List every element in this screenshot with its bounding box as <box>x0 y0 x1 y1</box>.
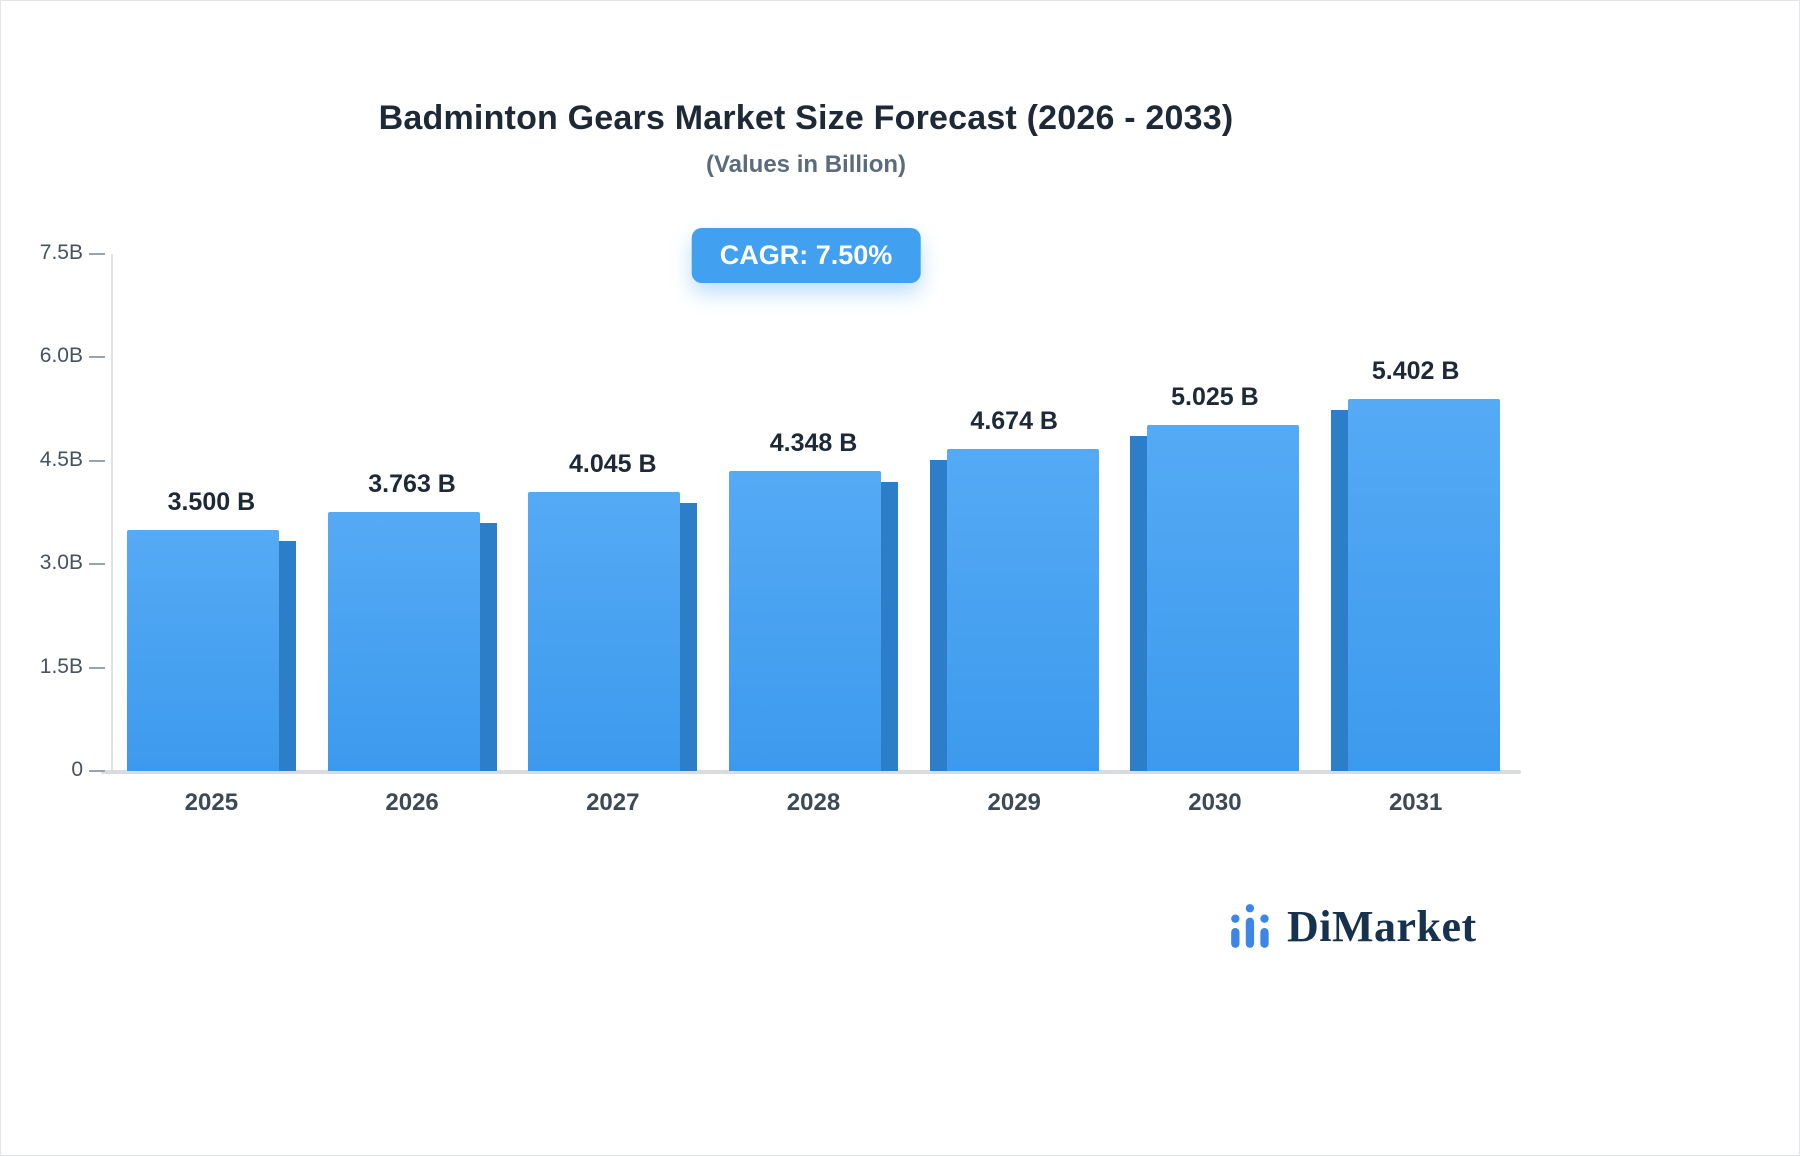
bar-side-shadow <box>1331 409 1349 771</box>
bar-face <box>1147 424 1300 771</box>
bar-side-shadow <box>929 459 947 771</box>
y-axis-tick-label: 4.5B <box>39 447 83 471</box>
y-axis-tick-label: 1.5B <box>39 654 83 678</box>
bar-face <box>729 471 881 771</box>
y-axis-tick <box>89 459 105 462</box>
x-axis-tick-label: 2026 <box>385 789 439 816</box>
chart-title: Badminton Gears Market Size Forecast (20… <box>378 99 1234 137</box>
bar-value-label: 3.763 B <box>368 469 456 498</box>
bar-side-shadow <box>680 503 698 771</box>
y-axis-tick <box>89 666 105 669</box>
x-axis-line <box>101 770 1521 774</box>
bar-value-label: 4.674 B <box>970 406 1058 435</box>
bar-2025 <box>126 529 296 771</box>
x-axis-tick-label: 2028 <box>786 789 841 816</box>
chart-subtitle: (Values in Billion) <box>705 151 907 178</box>
bar-2026 <box>327 511 497 771</box>
bar-2030 <box>1130 424 1300 771</box>
bar-side-shadow <box>278 540 296 771</box>
y-axis-tick <box>89 563 105 566</box>
y-axis-tick <box>89 770 105 772</box>
bar-value-label: 5.402 B <box>1371 356 1460 385</box>
y-axis-line <box>111 254 113 773</box>
bar-2031 <box>1331 398 1501 771</box>
x-axis-tick-label: 2027 <box>586 789 640 816</box>
bar-2028 <box>729 471 898 771</box>
x-axis-tick-label: 2030 <box>1188 789 1242 816</box>
bar-chart-dots-icon <box>1231 903 1269 948</box>
bar-2027 <box>528 492 698 771</box>
bar-face <box>1348 398 1501 771</box>
bar-face <box>126 529 279 771</box>
bar-side-shadow <box>479 522 497 771</box>
y-axis-tick <box>89 356 105 359</box>
bar-side-shadow <box>1130 435 1148 771</box>
y-axis-tick-label: 3.0B <box>39 551 83 575</box>
y-axis-tick <box>89 253 105 255</box>
bar-value-label: 5.025 B <box>1171 382 1259 411</box>
bar-face <box>327 511 480 771</box>
brand-name: DiMarket <box>1287 902 1477 951</box>
bar-face <box>528 492 681 771</box>
bar-2029 <box>929 448 1099 771</box>
y-axis-tick-label: 7.5B <box>39 241 83 264</box>
x-axis-tick-label: 2031 <box>1388 789 1443 816</box>
bar-face <box>946 448 1099 771</box>
y-axis-tick-label: 6.0B <box>39 344 83 368</box>
bar-value-label: 4.045 B <box>569 450 657 479</box>
x-axis-tick-label: 2029 <box>987 789 1041 816</box>
y-axis-tick-label: 0 <box>71 758 83 781</box>
bar-value-label: 3.500 B <box>167 487 256 516</box>
brand-logo: DiMarket <box>1229 901 1477 952</box>
bar-side-shadow <box>881 482 898 771</box>
x-axis-tick-label: 2025 <box>184 789 239 816</box>
cagr-badge: CAGR: 7.50% <box>691 228 921 283</box>
bar-value-label: 4.348 B <box>769 429 858 458</box>
